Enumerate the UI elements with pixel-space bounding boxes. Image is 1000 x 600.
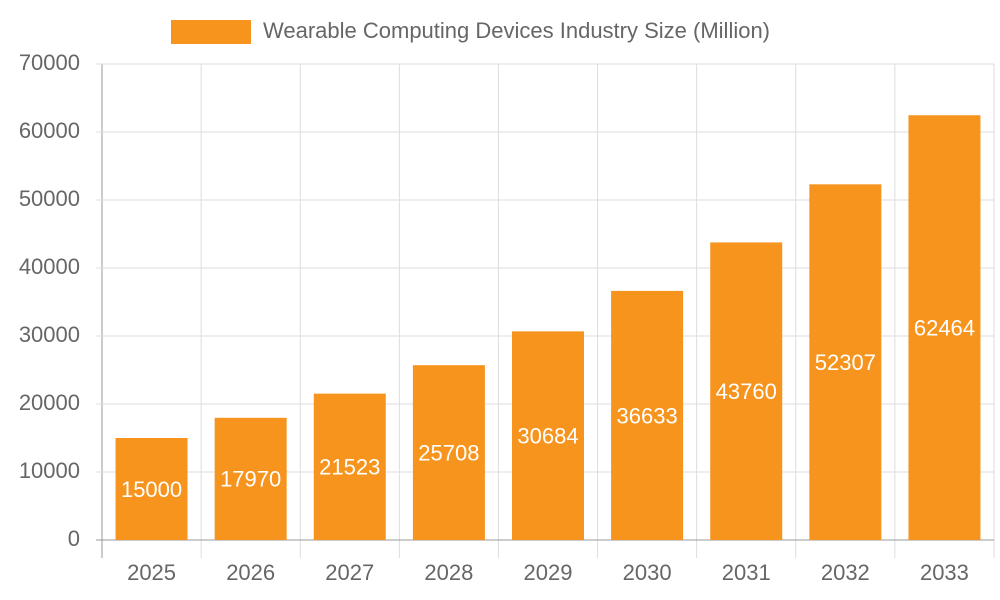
y-tick-label: 70000 [19, 50, 80, 75]
bar [710, 242, 783, 540]
x-tick-label: 2026 [226, 560, 275, 585]
bar [412, 365, 485, 540]
value-label: 15000 [121, 477, 182, 502]
value-label: 43760 [716, 379, 777, 404]
x-tick-label: 2031 [722, 560, 771, 585]
value-label: 17970 [220, 467, 281, 492]
x-tick-label: 2027 [325, 560, 374, 585]
value-label: 30684 [517, 423, 578, 448]
bar [115, 438, 188, 540]
x-tick-label: 2029 [524, 560, 573, 585]
x-tick-label: 2025 [127, 560, 176, 585]
value-label: 52307 [815, 350, 876, 375]
bar [809, 184, 882, 541]
value-label: 62464 [914, 315, 975, 340]
x-tick-label: 2030 [623, 560, 672, 585]
bar [313, 393, 386, 540]
y-tick-label: 40000 [19, 254, 80, 279]
y-tick-label: 10000 [19, 458, 80, 483]
y-tick-label: 20000 [19, 390, 80, 415]
bar [611, 290, 684, 540]
legend-label: Wearable Computing Devices Industry Size… [263, 18, 770, 43]
y-tick-label: 0 [68, 526, 80, 551]
y-tick-label: 50000 [19, 186, 80, 211]
bar [908, 115, 981, 540]
x-tick-label: 2033 [920, 560, 969, 585]
bar [214, 417, 287, 540]
y-tick-label: 30000 [19, 322, 80, 347]
x-tick-label: 2028 [424, 560, 473, 585]
x-tick-label: 2032 [821, 560, 870, 585]
legend-swatch [171, 20, 251, 44]
bar [512, 331, 584, 540]
value-label: 21523 [319, 455, 380, 480]
value-label: 25708 [418, 440, 479, 465]
y-tick-label: 60000 [19, 118, 80, 143]
value-label: 36633 [617, 403, 678, 428]
